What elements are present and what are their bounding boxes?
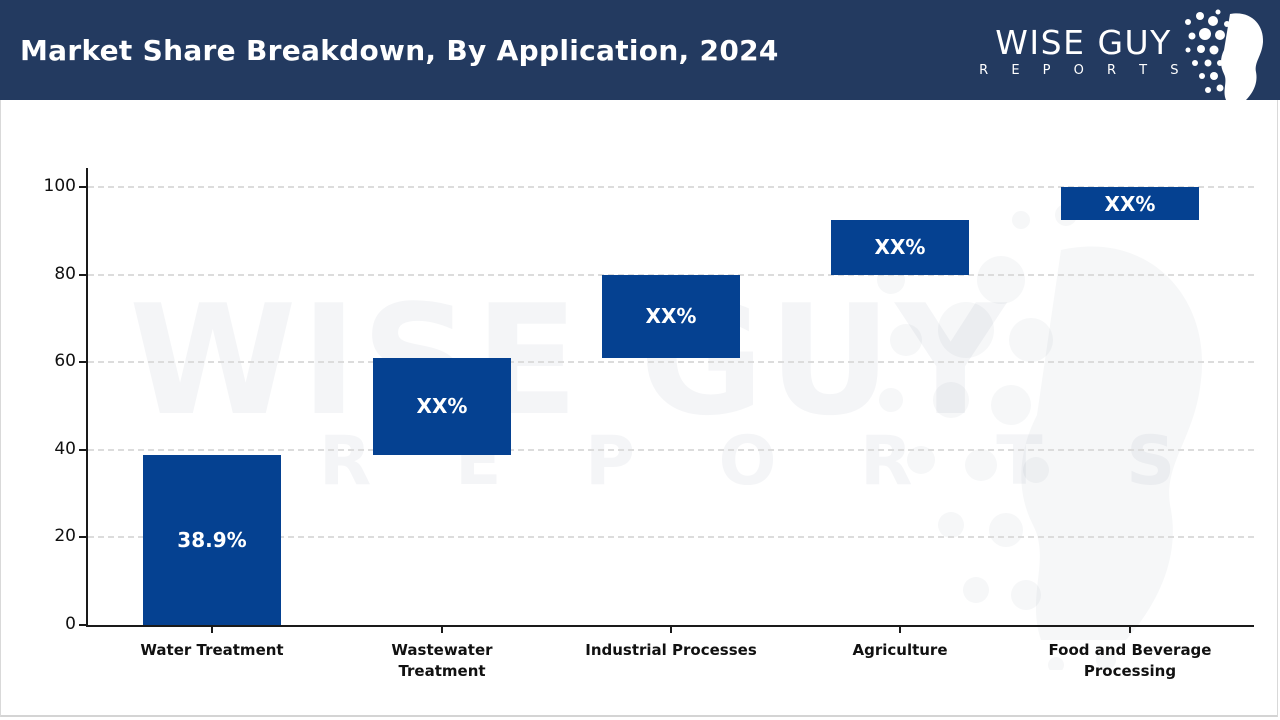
- waterfall-bar: 38.9%: [143, 454, 281, 625]
- page-title: Market Share Breakdown, By Application, …: [20, 33, 779, 67]
- x-axis-category-label: Water Treatment: [140, 641, 284, 659]
- x-axis-category-label: Industrial Processes: [585, 641, 757, 659]
- y-axis-tick-label: 80: [54, 263, 76, 284]
- y-axis-tick-mark: [79, 536, 87, 539]
- waterfall-bar: XX%: [373, 357, 511, 455]
- y-axis-tick-mark: [79, 273, 87, 276]
- logo-wordmark-line1: WISE GUY: [995, 23, 1172, 62]
- y-axis-tick-label: 40: [54, 438, 76, 459]
- x-axis-tick-mark: [1129, 627, 1131, 633]
- x-axis-tick-mark: [670, 627, 672, 633]
- bar-value-label: XX%: [874, 235, 926, 260]
- y-axis-line: [86, 168, 88, 627]
- x-axis-tick-mark: [899, 627, 901, 633]
- bar-value-label: XX%: [1104, 191, 1156, 216]
- x-axis-tick-mark: [441, 627, 443, 633]
- waterfall-bar: XX%: [1061, 187, 1199, 221]
- bar-value-label: 38.9%: [177, 527, 247, 552]
- y-axis-tick-label: 0: [65, 614, 76, 634]
- x-axis-category-label: Wastewater Treatment: [391, 641, 493, 680]
- wise-guy-logo: WISE GUY R E P O R T S: [979, 0, 1266, 100]
- x-axis-category-label: Agriculture: [852, 641, 948, 659]
- y-axis-tick-mark: [79, 624, 87, 626]
- gridline-40: [88, 448, 1254, 451]
- chart-canvas: WISE GUY R E P O R T S 0 20 40 60 80 100 38.9%…: [0, 100, 1278, 717]
- gridline-60: [88, 361, 1254, 364]
- x-axis-tick-mark: [211, 627, 213, 633]
- gridline-20: [88, 536, 1254, 539]
- y-axis-tick-mark: [79, 361, 87, 364]
- waterfall-bar: XX%: [602, 274, 740, 358]
- y-axis-tick-label: 60: [54, 351, 76, 372]
- bar-value-label: XX%: [416, 394, 468, 419]
- y-axis-tick-mark: [79, 448, 87, 451]
- logo-wordmark-line2: R E P O R T S: [979, 62, 1188, 78]
- waterfall-bar: XX%: [831, 220, 969, 275]
- header: Market Share Breakdown, By Application, …: [0, 0, 1280, 100]
- y-axis-tick-mark: [79, 186, 87, 188]
- logo-wordmark: WISE GUY R E P O R T S: [979, 23, 1188, 78]
- logo-face-icon: [1185, 9, 1264, 100]
- x-axis-category-label: Food and Beverage Processing: [1048, 641, 1212, 680]
- x-axis-line: [86, 625, 1254, 627]
- y-axis-tick-label: 100: [43, 176, 76, 196]
- bar-value-label: XX%: [645, 304, 697, 329]
- y-axis-tick-label: 20: [54, 526, 76, 547]
- gridline-100: [88, 186, 1254, 188]
